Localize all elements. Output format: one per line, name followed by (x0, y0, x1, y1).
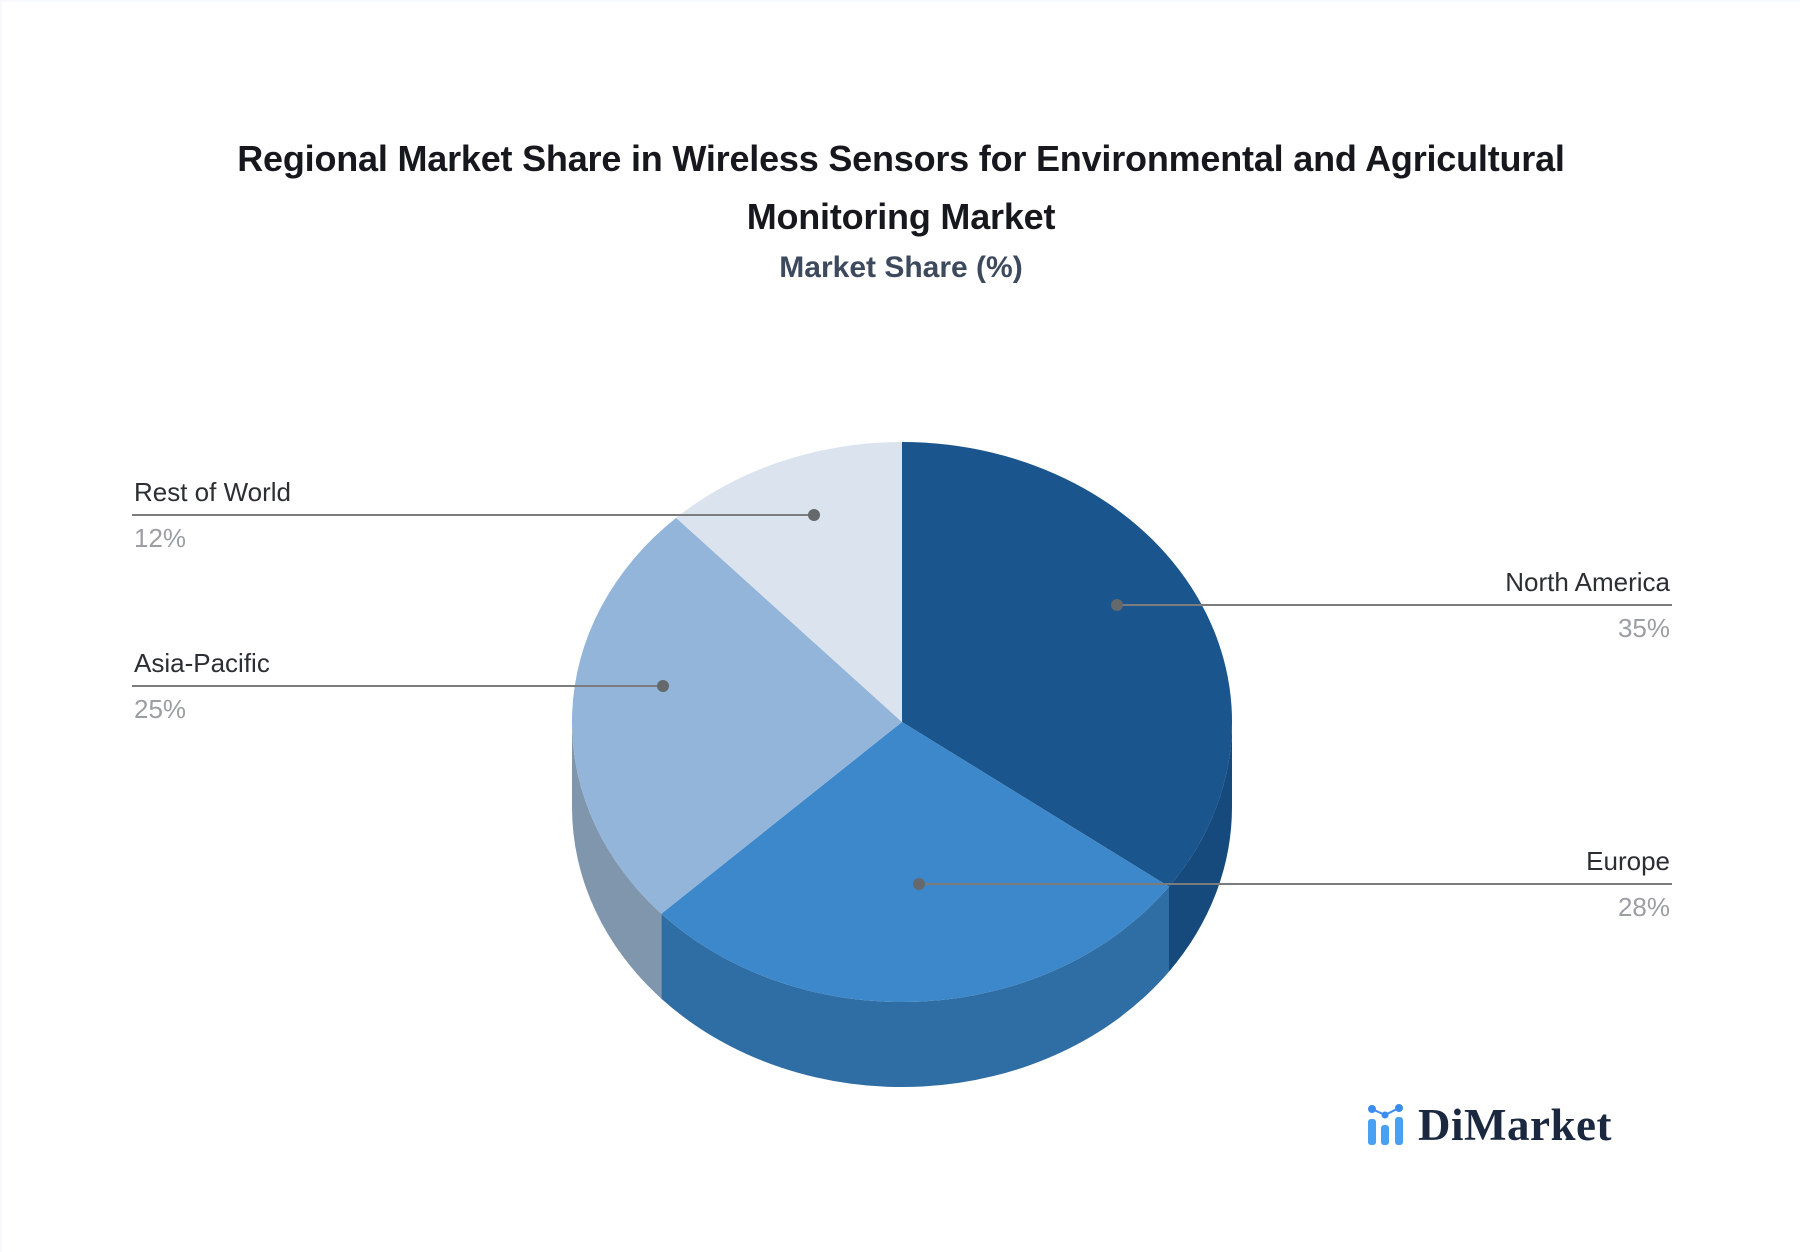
chart-subtitle: Market Share (%) (779, 251, 1023, 284)
chart-title-line-1: Regional Market Share in Wireless Sensor… (237, 138, 1565, 179)
pie-slice-europe[interactable] (661, 722, 1169, 1003)
dimarket-logo: DiMarket (1366, 1102, 1612, 1148)
callout-name-asia-pacific: Asia-Pacific (134, 648, 270, 678)
callout-value-europe: 28% (1617, 892, 1670, 922)
callout-name-europe: Europe (1586, 846, 1670, 876)
bar-line-chart-icon (1368, 1104, 1403, 1145)
leader-dot-asia-pacific (657, 680, 669, 692)
leader-dot-north-america (1111, 599, 1123, 611)
pie-slice-asia-pacific[interactable] (571, 517, 902, 914)
pie-slice-north-america[interactable] (902, 442, 1233, 887)
callout-value-asia-pacific: 25% (134, 694, 187, 724)
callout-name-north-america: North America (1505, 567, 1670, 597)
pie-side-europe (661, 886, 1169, 1088)
pie-side-asia-pacific (572, 722, 662, 999)
callout-value-rest-of-world: 12% (134, 523, 187, 553)
leader-dot-rest-of-world (808, 509, 820, 521)
pie-side-north-america (1169, 722, 1232, 972)
callout-value-north-america: 35% (1617, 613, 1670, 643)
callout-name-rest-of-world: Rest of World (134, 477, 292, 507)
pie-slice-rest-of-world[interactable] (676, 442, 902, 722)
leader-dot-europe (913, 878, 925, 890)
dimarket-logo-text: DiMarket (1418, 1100, 1612, 1150)
chart-title-line-2: Monitoring Market (746, 196, 1056, 237)
